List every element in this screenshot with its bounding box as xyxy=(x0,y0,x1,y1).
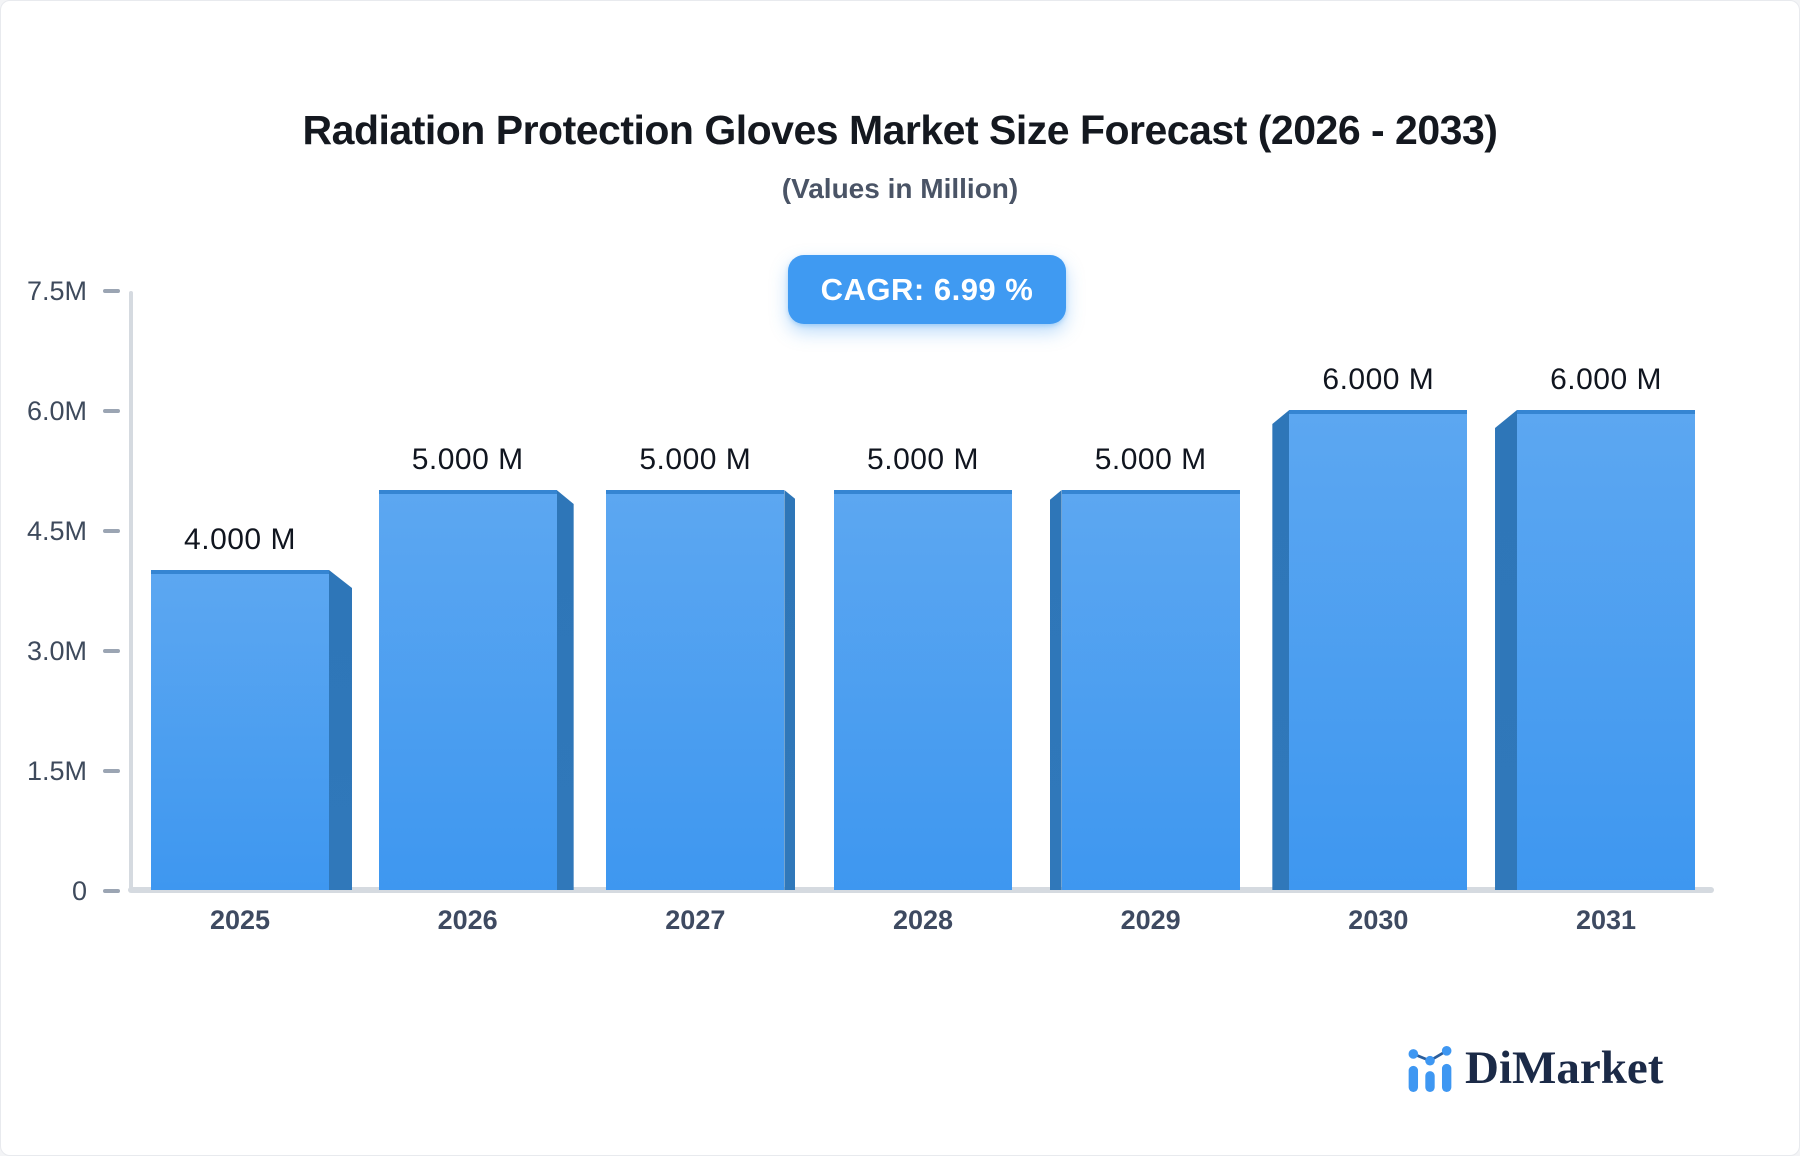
x-axis-baseline xyxy=(128,887,1714,893)
y-tick-mark xyxy=(103,289,120,293)
cagr-badge-label: CAGR: 6.99 % xyxy=(820,271,1034,307)
bar-2029[interactable] xyxy=(1061,490,1240,890)
bar-value-label: 5.000 M xyxy=(1094,443,1207,476)
y-tick-label: 3.0M xyxy=(26,636,87,666)
bar-side-shadow xyxy=(556,490,574,890)
y-tick-label: 0 xyxy=(71,876,87,906)
bar-side-shadow xyxy=(1049,490,1062,890)
x-axis-label: 2025 xyxy=(209,905,271,935)
bar-value-label: 5.000 M xyxy=(411,443,524,476)
y-tick-label: 6.0M xyxy=(26,396,87,426)
y-tick-label: 1.5M xyxy=(26,756,87,786)
chart-subtitle: (Values in Million) xyxy=(781,173,1019,204)
bar-2028[interactable] xyxy=(834,490,1012,890)
bar-side-shadow xyxy=(784,490,796,890)
y-tick-label: 7.5M xyxy=(26,276,87,306)
bar-value-label: 6.000 M xyxy=(1322,363,1435,396)
x-axis-label: 2029 xyxy=(1120,905,1181,935)
dimarket-logo: DiMarket xyxy=(1405,1041,1663,1095)
bar-side-shadow xyxy=(1272,410,1290,890)
bar-2030[interactable] xyxy=(1289,410,1468,890)
bar-value-label: 5.000 M xyxy=(867,443,979,476)
y-tick-label: 4.5M xyxy=(26,516,87,546)
y-tick-mark xyxy=(103,889,120,893)
y-tick-mark xyxy=(103,769,120,773)
bar-line-chart-icon xyxy=(1408,1046,1452,1092)
bar-value-label: 6.000 M xyxy=(1550,363,1662,396)
y-tick-mark xyxy=(103,409,120,413)
y-axis-line xyxy=(129,291,133,891)
logo-text: DiMarket xyxy=(1465,1042,1664,1094)
bar-2027[interactable] xyxy=(606,490,785,890)
x-axis-label: 2027 xyxy=(665,905,726,935)
bar-side-shadow xyxy=(1495,410,1518,890)
x-axis-label: 2028 xyxy=(892,905,954,935)
y-tick-mark xyxy=(103,529,120,533)
bar-value-label: 4.000 M xyxy=(184,523,296,556)
bar-value-label: 5.000 M xyxy=(639,443,752,476)
x-axis-label: 2031 xyxy=(1575,905,1637,935)
bar-side-shadow xyxy=(329,570,352,890)
x-axis-label: 2030 xyxy=(1348,905,1409,935)
bar-2026[interactable] xyxy=(378,490,557,890)
bar-2031[interactable] xyxy=(1517,410,1696,890)
y-tick-mark xyxy=(103,649,120,653)
x-axis-label: 2026 xyxy=(437,905,498,935)
cagr-badge: CAGR: 6.99 % xyxy=(788,255,1066,324)
chart-title: Radiation Protection Gloves Market Size … xyxy=(302,107,1498,153)
bar-2025[interactable] xyxy=(151,570,329,890)
